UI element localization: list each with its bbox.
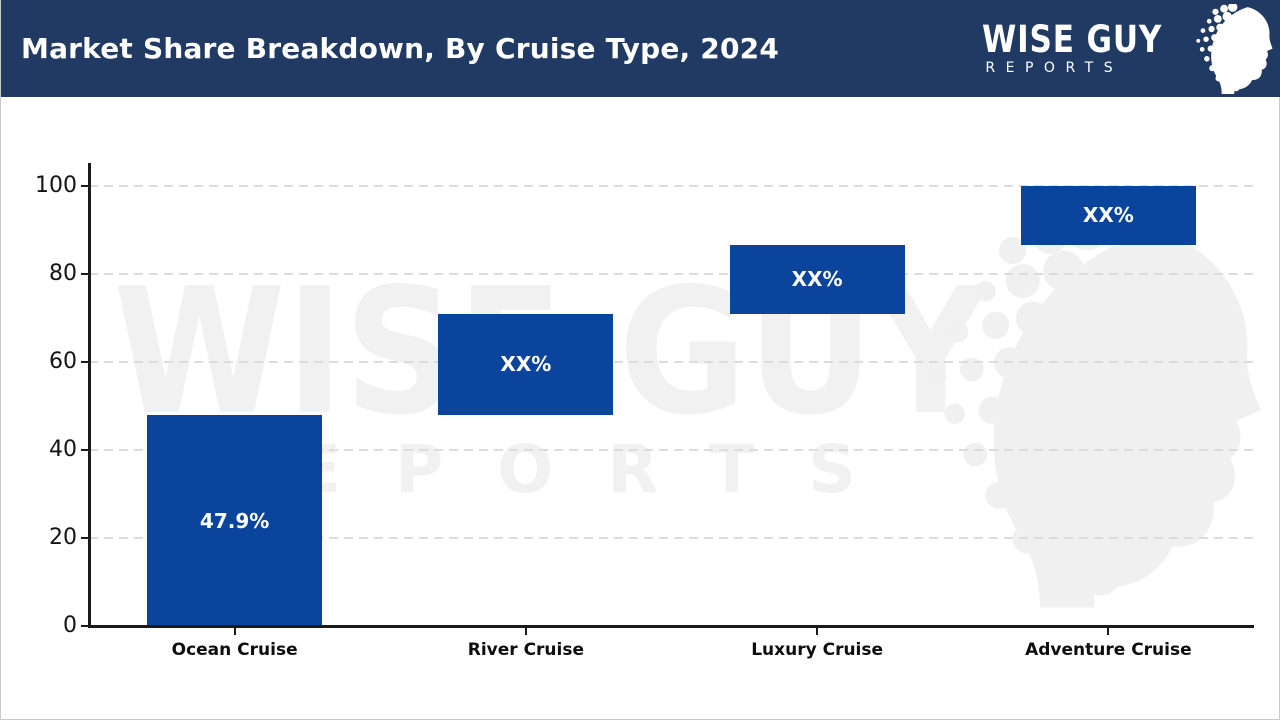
logo: WISE GUY REPORTS	[982, 0, 1275, 97]
y-axis-tick-60	[81, 361, 89, 363]
gridline-80	[89, 273, 1254, 275]
logo-subtext: REPORTS	[985, 60, 1124, 76]
gridline-60	[89, 361, 1254, 363]
header: Market Share Breakdown, By Cruise Type, …	[1, 0, 1280, 97]
y-axis-tick-20	[81, 537, 89, 539]
y-axis-tick-label: 20	[49, 525, 77, 550]
y-axis-tick-label: 40	[49, 437, 77, 462]
gridline-100	[89, 185, 1254, 187]
x-axis-tick	[524, 626, 527, 635]
chart-title: Market Share Breakdown, By Cruise Type, …	[21, 32, 780, 65]
bar-value-label: 47.9%	[199, 508, 270, 533]
y-axis-tick-40	[81, 449, 89, 451]
bar-value-label: XX%	[791, 267, 843, 292]
bar-value-label: XX%	[1082, 203, 1134, 228]
logo-head-icon	[1196, 3, 1273, 94]
bar-luxury-cruise	[729, 244, 905, 314]
x-axis-category-label: Ocean Cruise	[171, 640, 298, 660]
bar-river-cruise	[438, 313, 614, 416]
x-axis-tick	[816, 626, 819, 635]
y-axis-tick-label: 0	[63, 613, 77, 638]
x-axis-category-label: Luxury Cruise	[751, 640, 884, 660]
y-axis-tick-label: 60	[49, 349, 77, 374]
y-axis-tick-0	[81, 625, 89, 627]
y-axis-line	[88, 163, 91, 628]
y-axis-tick-label: 80	[49, 261, 77, 286]
gridline-20	[89, 537, 1254, 539]
x-axis-tick	[233, 626, 236, 635]
y-axis-tick-80	[81, 273, 89, 275]
y-axis-tick-label: 100	[35, 173, 77, 198]
gridline-40	[89, 449, 1254, 451]
bar-ocean-cruise	[147, 415, 323, 626]
logo-text: WISE GUY REPORTS	[982, 21, 1197, 76]
bar-value-label: XX%	[500, 352, 552, 377]
y-axis-tick-100	[81, 185, 89, 187]
logo-wordmark: WISE GUY	[982, 18, 1163, 61]
x-axis-tick	[1107, 626, 1110, 635]
x-axis-category-label: Adventure Cruise	[1025, 640, 1192, 660]
x-axis-line	[88, 625, 1254, 628]
x-axis-category-label: River Cruise	[467, 640, 585, 660]
